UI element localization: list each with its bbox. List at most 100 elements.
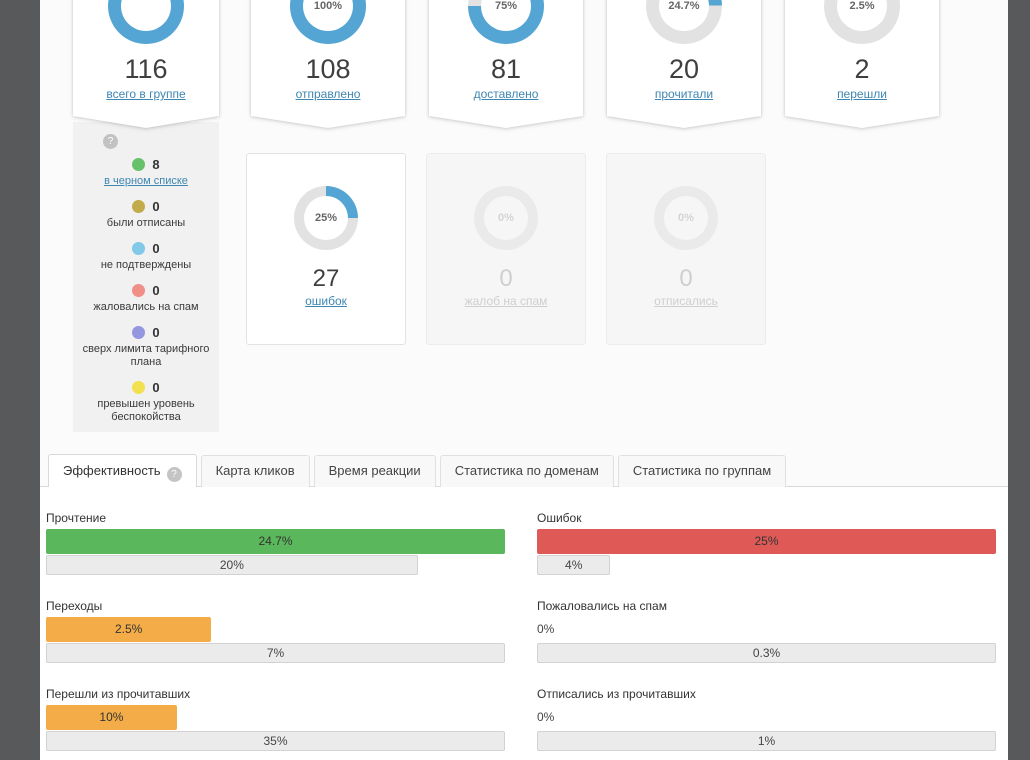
summary-card-total: 116 всего в группе — [73, 0, 219, 128]
legend-label: сверх лимита тарифного плана — [82, 343, 210, 368]
summary-link[interactable]: всего в группе — [106, 87, 186, 101]
detail-value: 27 — [312, 265, 340, 292]
metric-row-clicked-from-readers: Перешли из прочитавших 10% 35% — [46, 687, 505, 751]
summary-cards-row: 116 всего в группе 100% 108 отправлено — [73, 0, 963, 128]
tab-label: Эффективность — [63, 463, 161, 478]
metric-row-unsubscribed-from-readers: Отписались из прочитавших 0% 1% — [537, 687, 996, 751]
metric-value-bar: 24.7% — [46, 529, 505, 554]
tab-label: Статистика по группам — [632, 463, 772, 478]
legend-item-over-limit: 0 сверх лимита тарифного плана — [73, 325, 219, 369]
summary-link[interactable]: отправлено — [295, 87, 361, 101]
metric-label: Переходы — [46, 599, 103, 613]
metric-avg-bar: 4% — [537, 555, 611, 575]
metric-avg-bar: 35% — [46, 731, 505, 751]
legend-dot — [132, 326, 146, 339]
detail-card-spam: 0% 0 жалоб на спам — [426, 153, 586, 345]
tab-reaction-time[interactable]: Время реакции — [313, 455, 436, 487]
donut-percent-label: 75% — [494, 0, 518, 12]
summary-card-sent: 100% 108 отправлено — [251, 0, 405, 128]
detail-link[interactable]: жалоб на спам — [464, 294, 548, 308]
tab-label: Статистика по доменам — [454, 463, 599, 478]
summary-card-read: 24.7% 20 прочитали — [607, 0, 761, 128]
legend-dot — [132, 242, 146, 255]
detail-value: 0 — [679, 265, 693, 292]
legend-value: 0 — [152, 325, 160, 340]
tab-click-map[interactable]: Карта кликов — [200, 455, 310, 487]
donut-chart: 0% — [474, 186, 538, 250]
tab-label: Время реакции — [328, 463, 421, 478]
metric-avg-bar: 0.3% — [537, 643, 996, 663]
legend-item-unsubscribed: 0 были отписаны — [73, 199, 219, 230]
tabs: Эффективность? Карта кликов Время реакци… — [48, 454, 787, 487]
donut-hole: 0% — [664, 196, 708, 240]
metric-value-bar: 25% — [537, 529, 996, 554]
summary-value: 20 — [668, 54, 700, 84]
summary-card-delivered: 75% 81 доставлено — [429, 0, 583, 128]
legend-value: 0 — [152, 380, 160, 395]
tab-help-icon[interactable]: ? — [166, 467, 182, 482]
donut-hole — [121, 0, 171, 31]
metric-label: Перешли из прочитавших — [46, 687, 191, 701]
donut-chart: 25% — [294, 186, 358, 250]
detail-value: 0 — [499, 265, 513, 292]
legend-dot — [132, 200, 146, 213]
donut-chart — [108, 0, 184, 44]
legend-item-unconfirmed: 0 не подтверждены — [73, 241, 219, 272]
metric-value-bar: 0% — [537, 710, 555, 724]
detail-link[interactable]: отписались — [654, 294, 718, 308]
legend-label-link[interactable]: в черном списке — [104, 175, 188, 187]
legend-label: были отписаны — [106, 217, 186, 229]
legend-value: 0 — [152, 283, 160, 298]
donut-chart: 75% — [468, 0, 544, 44]
legend-value: 0 — [152, 199, 160, 214]
metric-value-bar: 2.5% — [46, 617, 212, 642]
metric-column-right: Ошибок 25% 4% Пожаловались на спам 0% 0.… — [537, 511, 996, 760]
content: 116 всего в группе 100% 108 отправлено — [40, 0, 1008, 760]
donut-hole: 25% — [304, 196, 348, 240]
metric-column-left: Прочтение 24.7% 20% Переходы 2.5% 7% Пер… — [46, 511, 505, 760]
donut-hole: 75% — [481, 0, 531, 31]
metric-label: Отписались из прочитавших — [537, 687, 696, 701]
detail-card-unsubscribed: 0% 0 отписались — [606, 153, 766, 345]
detail-cards-row: 25% 27 ошибок 0% 0 жалоб на спам 0% — [246, 153, 766, 345]
donut-percent-label: 24.7% — [668, 0, 700, 12]
metric-avg-bar: 20% — [46, 555, 418, 575]
legend-label: превышен уровень беспокойства — [97, 398, 195, 423]
summary-value: 108 — [305, 54, 351, 84]
donut-hole: 24.7% — [659, 0, 709, 31]
summary-link[interactable]: прочитали — [654, 87, 714, 101]
legend-label: не подтверждены — [100, 259, 192, 271]
metric-value-bar: 10% — [46, 705, 177, 730]
tab-effectiveness[interactable]: Эффективность? — [48, 454, 197, 487]
donut-chart: 24.7% — [646, 0, 722, 44]
donut-hole: 2.5% — [837, 0, 887, 31]
metric-label: Ошибок — [537, 511, 582, 525]
legend-value: 8 — [152, 157, 160, 172]
summary-link[interactable]: перешли — [837, 87, 887, 101]
tab-label: Карта кликов — [215, 463, 295, 478]
legend-dot — [132, 381, 146, 394]
legend-label: жаловались на спам — [93, 301, 199, 313]
donut-hole: 0% — [484, 196, 528, 240]
legend-item-spam-complaint: 0 жаловались на спам — [73, 283, 219, 314]
left-gutter — [0, 0, 40, 760]
tab-group-stats[interactable]: Статистика по группам — [617, 455, 787, 487]
summary-value: 2 — [854, 54, 870, 84]
help-icon[interactable]: ? — [103, 134, 118, 149]
donut-percent-label: 2.5% — [849, 0, 875, 12]
metric-avg-bar: 1% — [537, 731, 996, 751]
legend-value: 0 — [152, 241, 160, 256]
detail-card-errors: 25% 27 ошибок — [246, 153, 406, 345]
legend-item-anxiety-level: 0 превышен уровень беспокойства — [73, 380, 219, 424]
donut-hole: 100% — [303, 0, 353, 31]
donut-chart: 2.5% — [824, 0, 900, 44]
summary-value: 81 — [490, 54, 522, 84]
legend-dot — [132, 284, 146, 297]
detail-link[interactable]: ошибок — [305, 294, 347, 308]
tab-domain-stats[interactable]: Статистика по доменам — [439, 455, 614, 487]
donut-percent-label: 25% — [314, 212, 338, 224]
summary-link[interactable]: доставлено — [473, 87, 539, 101]
summary-value: 116 — [124, 54, 168, 84]
right-gutter — [1008, 0, 1030, 760]
